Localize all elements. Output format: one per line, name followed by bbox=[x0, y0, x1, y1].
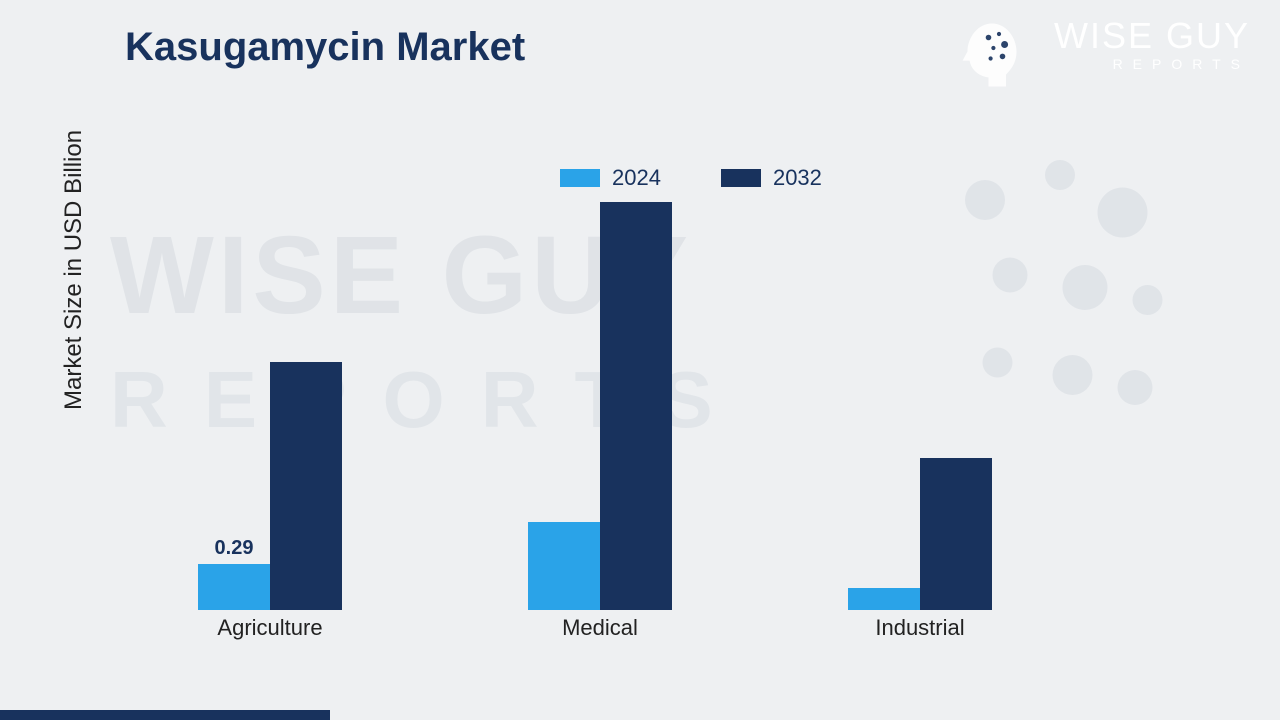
chart-area: 0.29 Agriculture Medical Industrial bbox=[100, 210, 1100, 640]
legend-item-2024: 2024 bbox=[560, 165, 661, 191]
legend-item-2032: 2032 bbox=[721, 165, 822, 191]
brand-logo-main: WISE GUY bbox=[1054, 18, 1250, 54]
x-axis-category-label: Medical bbox=[562, 615, 638, 641]
brand-head-icon bbox=[950, 20, 1020, 90]
legend-label-2024: 2024 bbox=[612, 165, 661, 191]
x-axis-category-label: Agriculture bbox=[217, 615, 322, 641]
chart-canvas: WISE GUY REPORTS Kasugamycin Market WISE… bbox=[0, 0, 1280, 720]
bar-2032-medical bbox=[600, 202, 672, 610]
x-axis-category-label: Industrial bbox=[875, 615, 964, 641]
brand-logo: WISE GUY REPORTS bbox=[1054, 18, 1250, 72]
brand-logo-sub: REPORTS bbox=[1054, 56, 1250, 72]
x-axis-labels: Agriculture Medical Industrial bbox=[100, 615, 1100, 645]
value-label: 0.29 bbox=[215, 537, 254, 560]
bar-2024-medical bbox=[528, 522, 600, 610]
legend-swatch-2024 bbox=[560, 169, 600, 187]
legend-swatch-2032 bbox=[721, 169, 761, 187]
bar-2024-industrial bbox=[848, 588, 920, 610]
legend-label-2032: 2032 bbox=[773, 165, 822, 191]
bottom-accent-bar bbox=[0, 710, 330, 720]
legend: 2024 2032 bbox=[560, 165, 822, 191]
bar-2032-agriculture bbox=[270, 362, 342, 610]
bar-2024-agriculture bbox=[198, 564, 270, 610]
plot-area: 0.29 bbox=[100, 210, 1100, 610]
bar-2032-industrial bbox=[920, 458, 992, 610]
y-axis-label: Market Size in USD Billion bbox=[60, 130, 88, 410]
chart-title: Kasugamycin Market bbox=[125, 25, 525, 70]
